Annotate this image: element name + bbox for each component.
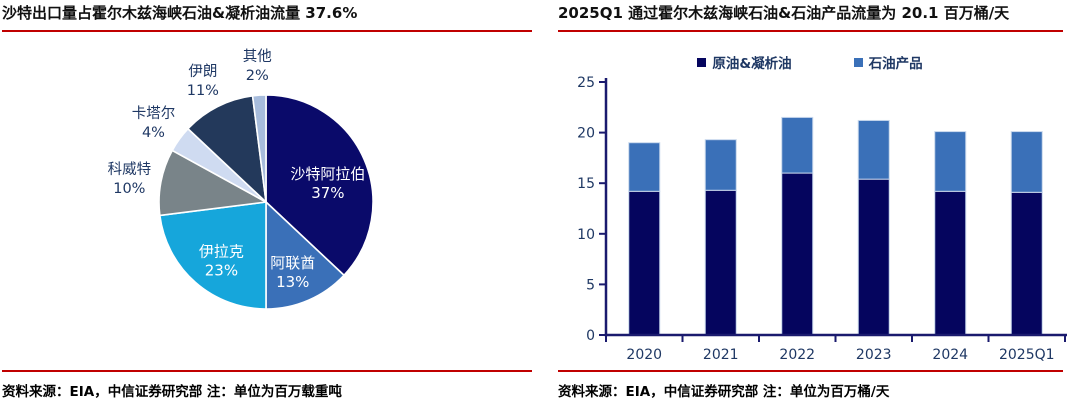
crude-legend-swatch [697, 57, 707, 67]
pie-slice-伊朗 [187, 95, 267, 203]
bar-segment-2024-原油&凝析油 [934, 190, 967, 336]
stacked-bar-chart: 0 5 10 15 20 25 2020 2021 2022 2023 2024 2025Q1 [577, 75, 1067, 363]
pie-label-阿联酋: 阿联酋 13% [270, 254, 315, 291]
legend-item-crude: 原油&凝析油 [697, 52, 792, 72]
y-tick-label-0: 0 [586, 328, 595, 344]
y-tick-label-15: 15 [577, 176, 595, 192]
x-tick-label-2021: 2021 [703, 347, 739, 363]
pie-slice-其他 [251, 94, 267, 203]
bar-chart-panel: 2025Q1 通过霍尔木兹海峡石油&石油产品流量为 20.1 百万桶/天 原油&… [540, 0, 1080, 414]
x-tick-label-2023: 2023 [856, 347, 892, 363]
legend-item-products: 石油产品 [853, 52, 923, 72]
pie-source-text: 资料来源：EIA，中信证券研究部 注：单位为百万载重吨 [2, 384, 342, 400]
pie-label-沙特阿拉伯: 沙特阿拉伯 37% [290, 165, 365, 202]
x-tick-label-2022: 2022 [779, 347, 815, 363]
x-tick-label-2020: 2020 [626, 347, 662, 363]
bar-segment-2022-原油&凝析油 [781, 172, 814, 336]
products-legend-label: 石油产品 [868, 56, 923, 72]
bar-segment-2020-石油产品 [628, 142, 661, 192]
bar-segment-2020-原油&凝析油 [628, 190, 661, 336]
bar-segment-2024-石油产品 [934, 131, 967, 192]
bar-chart-legend: 原油&凝析油 石油产品 [540, 52, 1080, 72]
bar-segment-2025Q1-原油&凝析油 [1010, 191, 1043, 336]
y-tick-label-10: 10 [577, 227, 595, 243]
bar-segment-2023-原油&凝析油 [857, 178, 890, 336]
x-tick-label-2025Q1: 2025Q1 [999, 347, 1055, 363]
pie-label-其他: 其他 2% [243, 48, 272, 84]
pie-label-科威特: 科威特 10% [108, 161, 152, 197]
crude-legend-label: 原油&凝析油 [712, 56, 792, 72]
bar-segment-2023-石油产品 [857, 119, 890, 180]
pie-label-伊拉克: 伊拉克 23% [199, 243, 244, 280]
bar-chart-title: 2025Q1 通过霍尔木兹海峡石油&石油产品流量为 20.1 百万桶/天 [558, 0, 1063, 32]
bar-segment-2025Q1-石油产品 [1010, 131, 1043, 193]
bar-source-note: 资料来源：EIA，中信证券研究部 注：单位为百万桶/天 [558, 370, 1063, 400]
pie-label-伊朗: 伊朗 11% [187, 63, 219, 99]
y-tick-label-5: 5 [586, 277, 595, 293]
y-tick-label-20: 20 [577, 126, 595, 142]
bar-segment-2021-原油&凝析油 [704, 189, 737, 336]
pie-source-note: 资料来源：EIA，中信证券研究部 注：单位为百万载重吨 [2, 370, 532, 400]
bar-segment-2022-石油产品 [781, 116, 814, 174]
pie-chart-panel: 沙特出口量占霍尔木兹海峡石油&凝析油流量 37.6% 沙特阿拉伯 37% 阿联酋 13… [2, 0, 532, 400]
x-tick-label-2024: 2024 [932, 347, 968, 363]
y-tick-label-25: 25 [577, 75, 595, 91]
pie-chart: 沙特阿拉伯 37% 阿联酋 13% 伊拉克 23% 科威特 10% 卡塔尔 4% 伊朗 11% 其他 2% [108, 48, 374, 310]
pie-chart-title: 沙特出口量占霍尔木兹海峡石油&凝析油流量 37.6% [2, 0, 532, 32]
pie-slice-伊拉克 [159, 201, 267, 310]
bar-source-text: 资料来源：EIA，中信证券研究部 注：单位为百万桶/天 [558, 384, 890, 400]
bar-segment-2021-石油产品 [704, 139, 737, 191]
pie-slice-阿联酋 [265, 201, 345, 310]
pie-slice-沙特阿拉伯 [265, 94, 374, 277]
pie-label-卡塔尔: 卡塔尔 4% [132, 105, 176, 141]
products-legend-swatch [853, 57, 863, 67]
